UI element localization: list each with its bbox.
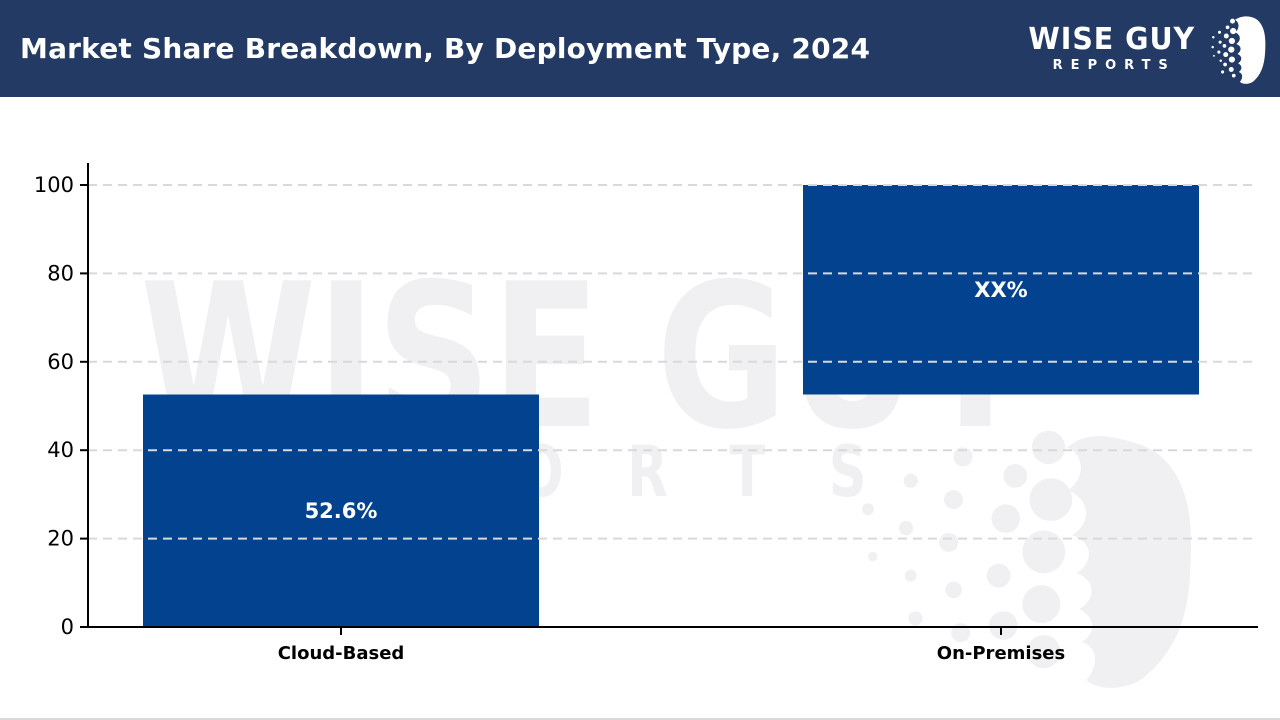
bar-cloud-based: [143, 394, 539, 627]
y-tick-label-80: 80: [47, 261, 74, 285]
brand-logo: WISE GUY REPORTS: [1024, 7, 1280, 91]
y-tick-label-100: 100: [34, 173, 74, 197]
page-title: Market Share Breakdown, By Deployment Ty…: [20, 32, 871, 65]
bar-on-premises: [803, 185, 1199, 395]
y-tick-label-60: 60: [47, 350, 74, 374]
category-label-on-premises: On-Premises: [937, 643, 1065, 664]
bar-value-label-cloud-based: 52.6%: [305, 499, 378, 523]
bar-value-label-on-premises: XX%: [974, 278, 1027, 302]
brand-face-icon: [1211, 15, 1266, 84]
category-label-cloud-based: Cloud-Based: [278, 643, 405, 664]
header-banner: Market Share Breakdown, By Deployment Ty…: [0, 0, 1280, 97]
y-tick-label-0: 0: [61, 615, 74, 639]
brand-subtitle: REPORTS: [1052, 58, 1176, 73]
bar-chart-plot: 0 20 40 60 80 100 Cloud-Based On-Premises 52.6% X…: [34, 163, 1258, 664]
brand-logo-text: WISE GUY REPORTS: [1024, 22, 1200, 73]
y-tick-label-40: 40: [47, 438, 74, 462]
brand-name: WISE GUY: [1028, 22, 1196, 57]
y-tick-label-20: 20: [47, 527, 74, 551]
chart-area: WISE GUY REPORTS 0 20 40 60 80 100 Clo: [0, 97, 1280, 718]
